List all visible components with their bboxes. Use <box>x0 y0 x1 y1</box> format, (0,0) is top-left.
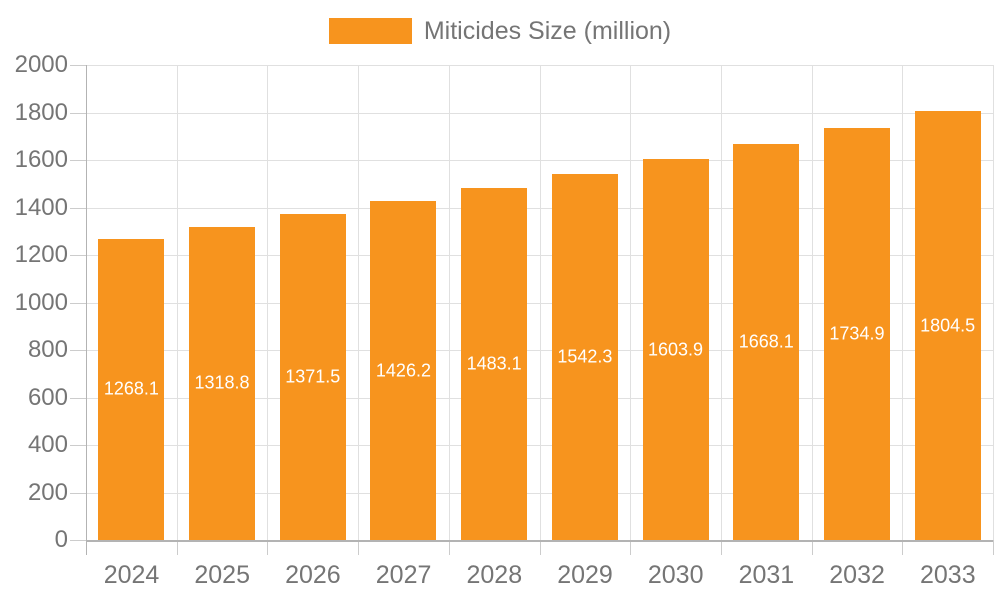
legend-label: Miticides Size (million) <box>423 16 672 45</box>
y-axis-tick <box>70 492 86 494</box>
legend-swatch <box>328 18 412 44</box>
v-gridline <box>267 65 269 540</box>
bar <box>823 127 890 540</box>
bar-value-label: 1668.1 <box>738 331 794 352</box>
bar-value-label: 1483.1 <box>466 353 522 374</box>
y-axis-tick-label: 1800 <box>14 98 68 126</box>
y-axis-tick-label: 400 <box>27 431 68 458</box>
y-axis-tick-label: 200 <box>27 478 68 506</box>
x-axis-tick <box>176 540 178 555</box>
y-axis-tick-label: 1600 <box>14 146 68 173</box>
x-axis-tick-label: 2027 <box>375 561 432 589</box>
y-axis-tick-label: 1400 <box>14 193 68 221</box>
x-axis-tick-label: 2029 <box>557 561 613 589</box>
x-axis-tick <box>630 540 632 555</box>
bar-value-label: 1268.1 <box>103 378 159 399</box>
bar-value-label: 1734.9 <box>829 323 885 344</box>
x-axis-tick <box>993 540 994 555</box>
y-axis-tick <box>70 255 86 256</box>
y-axis-tick <box>70 540 86 541</box>
v-gridline <box>630 65 632 540</box>
y-axis-tick-label: 1000 <box>14 288 68 316</box>
y-axis-tick-label: 2000 <box>14 51 68 78</box>
v-gridline <box>176 65 178 540</box>
x-axis-tick <box>448 540 450 555</box>
x-axis-tick-label: 2030 <box>647 561 704 589</box>
v-gridline <box>720 65 722 540</box>
bar <box>279 214 346 540</box>
y-axis-tick <box>70 445 86 446</box>
y-axis-tick <box>70 302 86 304</box>
bar-value-label: 1426.2 <box>375 360 431 381</box>
bar-value-label: 1318.8 <box>194 372 250 393</box>
v-gridline <box>902 65 904 540</box>
bar <box>98 238 165 540</box>
bar <box>733 143 800 540</box>
v-gridline <box>993 65 994 540</box>
bar <box>914 111 981 540</box>
bar <box>642 159 709 540</box>
v-gridline <box>358 65 360 540</box>
y-axis-tick <box>70 397 86 399</box>
y-axis-tick <box>70 112 86 114</box>
bar-value-label: 1603.9 <box>648 339 704 360</box>
legend-item[interactable]: Miticides Size (million) <box>0 14 1000 48</box>
y-axis-tick-label: 1200 <box>14 241 68 268</box>
y-axis-tick <box>70 65 86 66</box>
v-gridline <box>539 65 541 540</box>
x-axis-tick-label: 2026 <box>285 561 341 589</box>
v-gridline <box>811 65 813 540</box>
bar-value-label: 1542.3 <box>557 346 613 367</box>
y-axis-tick-label: 600 <box>27 383 68 411</box>
x-axis-tick <box>720 540 722 555</box>
x-axis-line <box>86 540 993 542</box>
bar <box>461 187 528 540</box>
bar <box>189 226 256 540</box>
x-axis-tick-label: 2024 <box>103 561 160 589</box>
x-axis-tick <box>358 540 360 555</box>
y-axis-tick-label: 800 <box>27 336 68 363</box>
y-axis-tick-label: 0 <box>54 526 68 553</box>
bar-value-label: 1804.5 <box>920 315 976 336</box>
v-gridline <box>448 65 450 540</box>
y-axis-tick <box>70 207 86 209</box>
x-axis-tick-label: 2025 <box>194 561 250 589</box>
x-axis-tick-label: 2032 <box>829 561 885 589</box>
y-axis-tick <box>70 160 86 161</box>
x-axis-tick-label: 2028 <box>466 561 523 589</box>
x-axis-tick <box>902 540 904 555</box>
bar-value-label: 1371.5 <box>285 366 341 387</box>
bar <box>370 201 437 540</box>
x-axis-tick-label: 2031 <box>738 561 795 589</box>
bar <box>551 173 618 540</box>
x-axis-tick-label: 2033 <box>919 561 976 589</box>
x-axis-tick <box>539 540 541 555</box>
y-axis-tick <box>70 350 86 351</box>
x-axis-tick <box>811 540 813 555</box>
y-axis-line <box>86 65 87 555</box>
x-axis-tick <box>267 540 269 555</box>
